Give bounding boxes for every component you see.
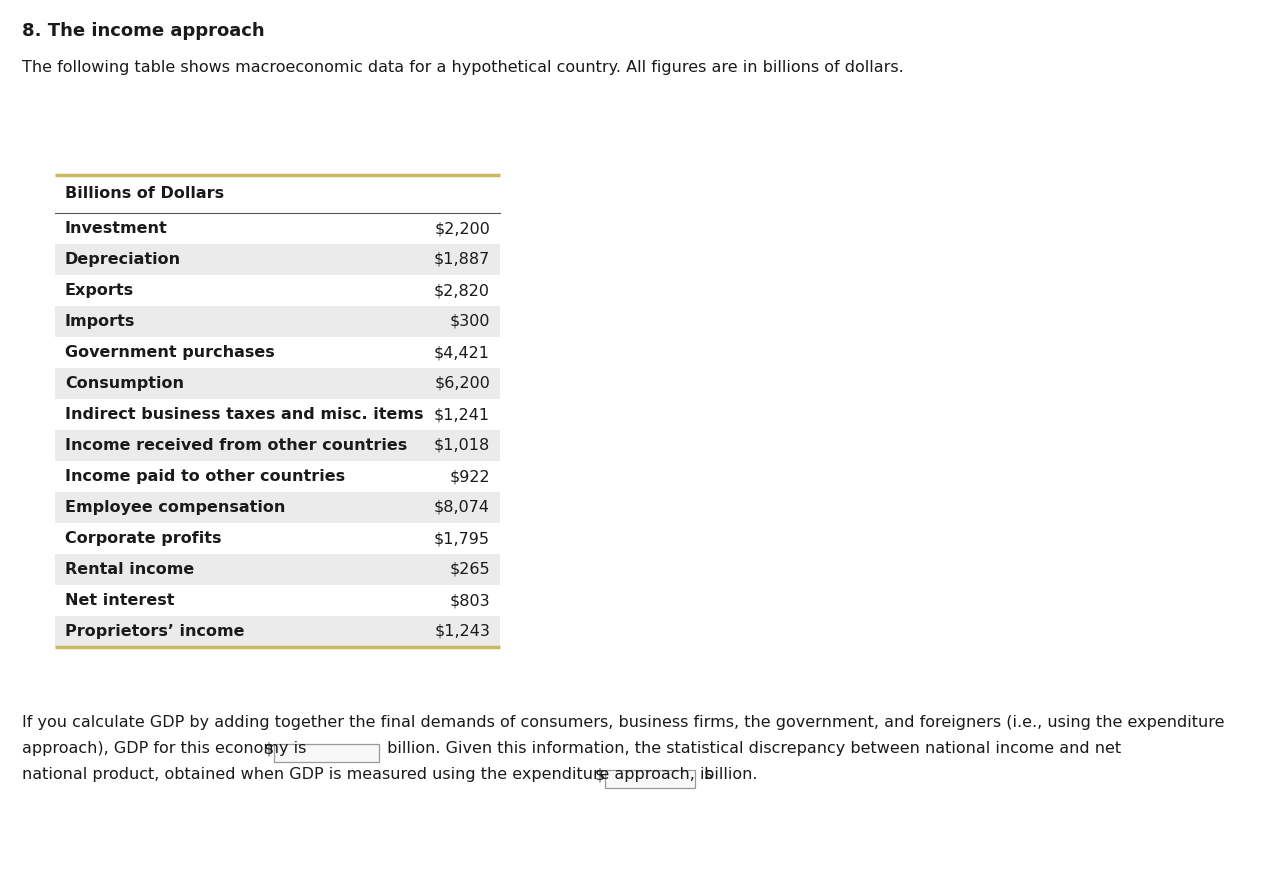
Bar <box>55 492 500 523</box>
Bar <box>274 744 379 762</box>
Bar <box>55 523 500 554</box>
Text: $300: $300 <box>449 314 490 329</box>
Text: billion. Given this information, the statistical discrepancy between national in: billion. Given this information, the sta… <box>383 741 1121 756</box>
Text: billion.: billion. <box>699 767 758 782</box>
Text: $265: $265 <box>449 562 490 577</box>
Text: $1,018: $1,018 <box>434 438 490 453</box>
Text: Indirect business taxes and misc. items: Indirect business taxes and misc. items <box>65 407 424 422</box>
Text: Income received from other countries: Income received from other countries <box>65 438 407 453</box>
Bar <box>55 430 500 461</box>
Text: Investment: Investment <box>65 221 168 236</box>
Text: If you calculate GDP by adding together the final demands of consumers, business: If you calculate GDP by adding together … <box>22 715 1225 730</box>
Text: $: $ <box>264 741 274 756</box>
Text: $2,820: $2,820 <box>434 283 490 298</box>
Text: $1,887: $1,887 <box>434 252 490 267</box>
Text: $1,241: $1,241 <box>434 407 490 422</box>
Text: $803: $803 <box>449 593 490 608</box>
Bar <box>55 554 500 585</box>
Text: Proprietors’ income: Proprietors’ income <box>65 624 244 639</box>
Text: 8. The income approach: 8. The income approach <box>22 22 265 40</box>
Text: Corporate profits: Corporate profits <box>65 531 221 546</box>
Text: Income paid to other countries: Income paid to other countries <box>65 469 346 484</box>
Bar <box>55 368 500 399</box>
Bar <box>55 461 500 492</box>
Bar <box>55 244 500 275</box>
Text: $: $ <box>595 767 605 782</box>
Text: $8,074: $8,074 <box>434 500 490 515</box>
Text: $6,200: $6,200 <box>434 376 490 391</box>
Text: Depreciation: Depreciation <box>65 252 182 267</box>
Bar <box>55 616 500 647</box>
Text: national product, obtained when GDP is measured using the expenditure approach, : national product, obtained when GDP is m… <box>22 767 718 782</box>
Text: Consumption: Consumption <box>65 376 184 391</box>
Bar <box>55 213 500 244</box>
Text: $4,421: $4,421 <box>434 345 490 360</box>
Bar <box>55 337 500 368</box>
Text: The following table shows macroeconomic data for a hypothetical country. All fig: The following table shows macroeconomic … <box>22 60 904 75</box>
Bar <box>55 399 500 430</box>
Text: Rental income: Rental income <box>65 562 195 577</box>
Text: Government purchases: Government purchases <box>65 345 275 360</box>
Text: Exports: Exports <box>65 283 134 298</box>
Bar <box>604 770 695 788</box>
Text: Billions of Dollars: Billions of Dollars <box>65 187 224 201</box>
Text: Employee compensation: Employee compensation <box>65 500 285 515</box>
Text: $922: $922 <box>449 469 490 484</box>
Text: approach), GDP for this economy is: approach), GDP for this economy is <box>22 741 311 756</box>
Text: Net interest: Net interest <box>65 593 174 608</box>
Bar <box>55 585 500 616</box>
Bar <box>55 175 500 213</box>
Text: Imports: Imports <box>65 314 136 329</box>
Bar <box>55 306 500 337</box>
Text: $1,243: $1,243 <box>434 624 490 639</box>
Text: $1,795: $1,795 <box>434 531 490 546</box>
Bar <box>55 275 500 306</box>
Text: $2,200: $2,200 <box>434 221 490 236</box>
